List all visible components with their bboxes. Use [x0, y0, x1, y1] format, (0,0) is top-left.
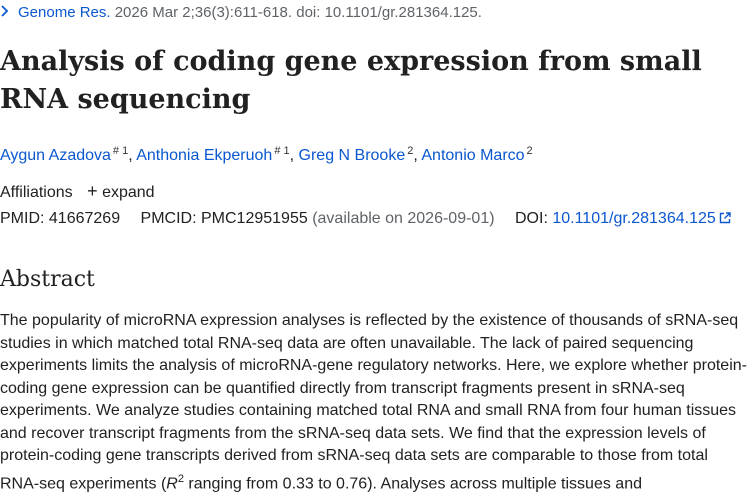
- doi-link[interactable]: 10.1101/gr.281364.125: [552, 210, 716, 227]
- affiliations-label: Affiliations: [0, 184, 73, 201]
- author-link[interactable]: Antonio Marco: [421, 147, 525, 164]
- expand-label: expand: [102, 184, 155, 201]
- pmid-value: 41667269: [48, 210, 121, 227]
- expand-affiliations-button[interactable]: + expand: [77, 181, 155, 201]
- article-title: Analysis of coding gene expression from …: [0, 46, 702, 115]
- author-affiliation-sup[interactable]: # 1: [274, 145, 290, 157]
- external-link-icon[interactable]: [719, 209, 731, 231]
- author-list: Aygun Azadova # 1, Anthonia Ekperuoh # 1, …: [0, 145, 533, 164]
- pmcid-value: PMC12951955: [201, 210, 308, 227]
- pmid-label: PMID:: [0, 210, 45, 227]
- author-affiliation-sup[interactable]: # 1: [112, 145, 129, 157]
- r-squared-sup: 2: [177, 472, 184, 485]
- chevron-right-icon[interactable]: [0, 3, 18, 23]
- pmc-availability: (available on 2026-09-01): [312, 210, 495, 227]
- author-link[interactable]: Aygun Azadova: [0, 147, 111, 164]
- abstract-heading: Abstract: [0, 267, 95, 292]
- affiliations-row: Affiliations + expand: [0, 180, 155, 204]
- journal-link[interactable]: Genome Res.: [18, 4, 111, 21]
- plus-icon: +: [87, 181, 98, 201]
- abstract-text: The popularity of microRNA expression an…: [0, 310, 750, 495]
- author-affiliation-sup[interactable]: 2: [526, 145, 533, 157]
- citation-details: 2026 Mar 2;36(3):611-618. doi: 10.1101/g…: [114, 4, 482, 21]
- pmcid-label: PMCID:: [140, 210, 197, 227]
- r-symbol: R: [166, 474, 178, 492]
- doi-label: DOI:: [515, 210, 548, 227]
- citation-line: Genome Res. 2026 Mar 2;36(3):611-618. do…: [0, 3, 482, 23]
- author-link[interactable]: Greg N Brooke: [298, 147, 406, 164]
- abstract-text-part: The popularity of microRNA expression an…: [0, 312, 747, 492]
- author-link[interactable]: Anthonia Ekperuoh: [136, 147, 273, 164]
- author-affiliation-sup[interactable]: 2: [407, 145, 414, 157]
- identifiers-row: PMID: 41667269 PMCID: PMC12951955 (avail…: [0, 208, 731, 231]
- abstract-text-part: ranging from 0.33 to 0.76). Analyses acr…: [183, 474, 642, 492]
